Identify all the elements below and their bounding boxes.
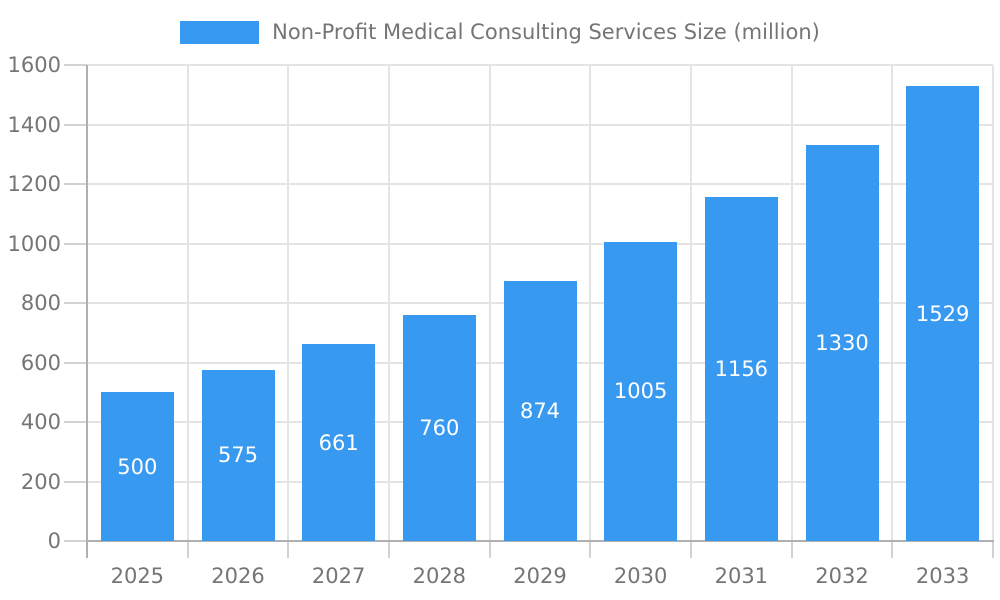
x-axis-label-2031: 2031 — [714, 564, 769, 588]
y-axis-label: 600 — [20, 350, 61, 375]
bar-2029[interactable]: 874 — [503, 280, 577, 541]
bar-2030[interactable]: 1005 — [604, 242, 678, 541]
x-axis-label-2029: 2029 — [513, 564, 567, 588]
y-axis-tick — [64, 361, 87, 364]
gridline-vertical — [488, 65, 491, 541]
y-axis-tick — [64, 183, 87, 185]
x-axis-tick — [891, 541, 894, 558]
x-axis-label-2026: 2026 — [211, 564, 265, 588]
gridline-horizontal — [87, 242, 993, 245]
x-axis-label-2032: 2032 — [815, 564, 869, 588]
gridline-vertical — [388, 65, 390, 541]
gridline-horizontal — [87, 183, 993, 185]
y-axis-tick — [64, 123, 87, 126]
bar-value-label: 1330 — [815, 331, 869, 356]
x-axis-tick — [690, 541, 692, 558]
x-axis-tick — [186, 541, 189, 558]
bar-value-label: 1005 — [613, 379, 668, 404]
bar-2026[interactable]: 575 — [201, 369, 275, 541]
gridline-vertical — [186, 65, 189, 541]
y-axis-label: 200 — [20, 469, 61, 494]
y-axis-tick — [64, 421, 87, 423]
y-axis-line — [86, 65, 88, 558]
y-axis-label: 1600 — [7, 53, 61, 77]
y-axis-label: 800 — [20, 291, 61, 315]
bar-value-label: 661 — [318, 430, 359, 455]
x-axis-tick — [790, 541, 793, 558]
y-axis-label: 1000 — [7, 231, 61, 256]
x-axis-tick — [992, 541, 994, 558]
y-axis-label: 1200 — [7, 172, 61, 196]
y-axis-label: 0 — [47, 529, 61, 553]
bar-2032[interactable]: 1330 — [805, 145, 879, 541]
bar-value-label: 1156 — [714, 357, 769, 382]
x-axis-label-2028: 2028 — [412, 564, 467, 588]
y-axis-tick — [64, 302, 87, 304]
gridline-vertical — [891, 65, 894, 541]
y-axis-tick — [64, 64, 87, 66]
bar-2033[interactable]: 1529 — [906, 86, 980, 541]
legend-swatch — [180, 20, 260, 44]
x-axis-label-2030: 2030 — [613, 564, 668, 588]
x-axis-label-2027: 2027 — [311, 564, 366, 588]
gridline-vertical — [589, 65, 592, 541]
x-axis-tick — [287, 541, 290, 558]
bar-value-label: 575 — [217, 443, 259, 468]
bar-value-label: 500 — [117, 454, 158, 479]
bar-value-label: 760 — [419, 415, 460, 440]
y-axis-label: 1400 — [7, 112, 61, 137]
gridline-vertical — [690, 65, 692, 541]
bar-2028[interactable]: 760 — [402, 314, 476, 541]
gridline-vertical — [287, 65, 290, 541]
bar-2025[interactable]: 500 — [100, 392, 174, 541]
bar-value-label: 1529 — [915, 301, 970, 326]
gridline-vertical — [992, 65, 994, 541]
bar-value-label: 874 — [519, 398, 561, 423]
y-axis-tick — [64, 540, 87, 542]
x-axis-tick — [488, 541, 491, 558]
y-axis-label: 400 — [20, 410, 61, 434]
x-axis-tick — [388, 541, 390, 558]
legend-label: Non-Profit Medical Consulting Services S… — [272, 20, 820, 44]
legend[interactable]: Non-Profit Medical Consulting Services S… — [0, 19, 1000, 45]
gridline-horizontal — [87, 123, 993, 126]
gridline-horizontal — [87, 64, 993, 66]
gridline-vertical — [790, 65, 793, 541]
y-axis-tick — [64, 242, 87, 245]
y-axis-tick — [64, 480, 87, 483]
x-axis-tick — [589, 541, 592, 558]
x-axis-line — [86, 540, 994, 542]
bar-2027[interactable]: 661 — [302, 344, 376, 541]
x-axis-label-2025: 2025 — [110, 564, 165, 588]
bar-2031[interactable]: 1156 — [704, 197, 778, 541]
x-axis-label-2033: 2033 — [915, 564, 970, 588]
